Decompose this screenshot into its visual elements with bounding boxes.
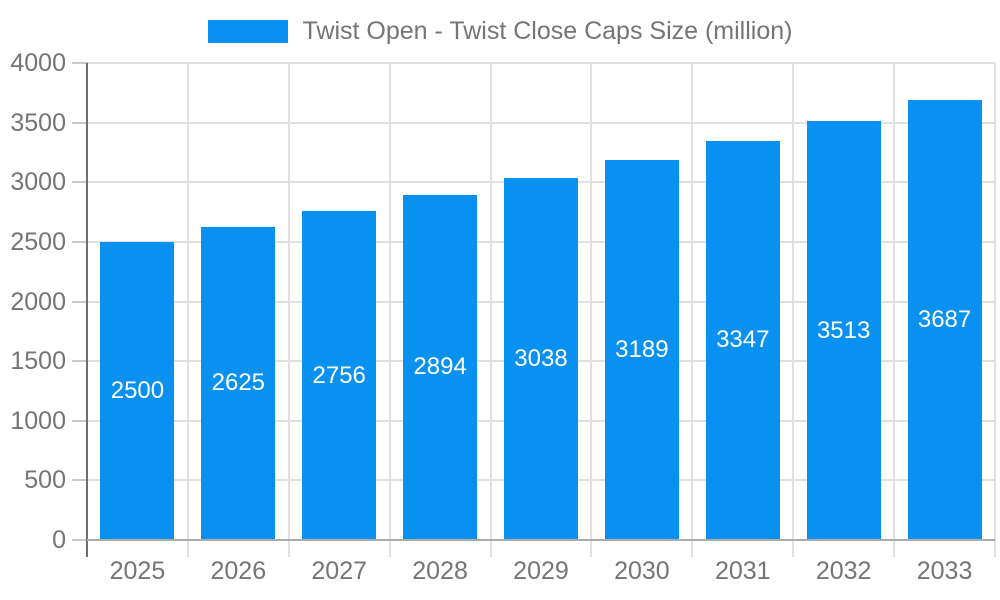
x-gridline (691, 63, 694, 540)
y-axis-tick (72, 419, 87, 422)
x-gridline (186, 63, 189, 540)
bar-value-label: 3687 (917, 306, 972, 334)
y-axis-tick (72, 539, 87, 541)
x-axis-tick (590, 540, 593, 557)
x-axis-label: 2032 (815, 557, 872, 585)
y-axis-label: 4000 (10, 49, 66, 77)
bar (403, 194, 478, 540)
x-axis-line (87, 539, 995, 541)
bar-value-label: 2756 (312, 361, 366, 389)
bar (907, 100, 982, 540)
bar (302, 211, 377, 540)
y-axis-line (86, 63, 88, 557)
y-axis-label: 0 (52, 526, 66, 554)
x-axis-label: 2025 (109, 557, 166, 585)
y-axis-label: 2000 (10, 287, 66, 316)
x-axis-tick (287, 540, 290, 557)
x-axis-label: 2027 (311, 557, 368, 585)
bar (201, 226, 276, 540)
bar (705, 140, 780, 540)
bar-value-label: 3347 (716, 326, 770, 354)
y-axis-label: 2500 (10, 227, 66, 256)
bar-value-label: 3038 (514, 344, 568, 372)
y-axis-tick (72, 479, 87, 482)
y-axis-tick (72, 121, 87, 124)
bar (806, 121, 881, 540)
x-axis-tick (186, 540, 189, 557)
y-gridline (87, 62, 995, 64)
bar-value-label: 3189 (615, 335, 669, 363)
x-axis-tick (792, 540, 795, 557)
x-gridline (994, 63, 996, 540)
x-axis-label: 2031 (714, 557, 771, 585)
x-axis-label: 2029 (513, 557, 569, 585)
y-axis-tick (72, 240, 87, 243)
x-axis-label: 2033 (916, 557, 973, 585)
legend-swatch (207, 20, 288, 43)
x-axis-tick (994, 540, 996, 557)
y-axis-tick (72, 62, 87, 64)
x-axis-tick (489, 540, 492, 557)
y-axis-tick (72, 300, 87, 303)
chart-legend: Twist Open - Twist Close Caps Size (mill… (0, 17, 1000, 46)
y-axis-tick (72, 181, 87, 184)
x-gridline (590, 63, 593, 540)
x-axis-tick (893, 540, 896, 557)
x-axis-label: 2030 (614, 557, 670, 585)
y-axis-label: 1000 (10, 406, 66, 435)
x-axis-tick (388, 540, 391, 557)
legend-item[interactable]: Twist Open - Twist Close Caps Size (mill… (207, 17, 793, 46)
y-axis-label: 3500 (10, 108, 66, 137)
x-axis-label: 2026 (210, 557, 267, 585)
y-axis-label: 3000 (10, 168, 66, 197)
legend-label: Twist Open - Twist Close Caps Size (mill… (302, 17, 793, 45)
bar-value-label: 2625 (211, 369, 266, 397)
bar-value-label: 2500 (110, 376, 165, 404)
bar (604, 159, 679, 540)
y-axis-label: 500 (24, 466, 66, 495)
x-gridline (388, 63, 391, 540)
x-axis-label: 2028 (412, 557, 468, 585)
y-axis-label: 1500 (10, 347, 66, 376)
bar-value-label: 2894 (413, 353, 467, 381)
x-axis-tick (691, 540, 694, 557)
x-gridline (893, 63, 896, 540)
x-gridline (792, 63, 795, 540)
y-gridline (87, 121, 995, 124)
bar-value-label: 3513 (816, 316, 871, 344)
y-axis-tick (72, 360, 87, 363)
bar (100, 241, 175, 540)
x-gridline (489, 63, 492, 540)
bar (504, 177, 578, 540)
x-gridline (287, 63, 290, 540)
